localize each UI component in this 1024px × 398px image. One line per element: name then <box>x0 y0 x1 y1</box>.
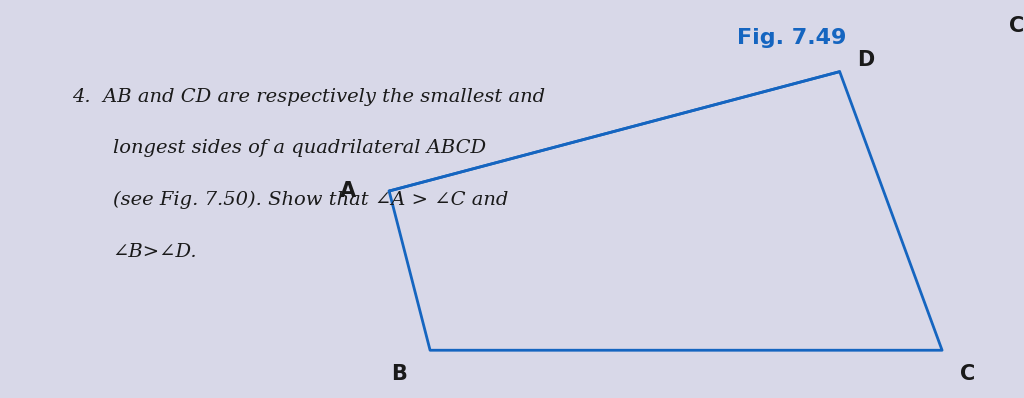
Text: (see Fig. 7.50). Show that ∠A > ∠C and: (see Fig. 7.50). Show that ∠A > ∠C and <box>113 191 508 209</box>
Text: D: D <box>857 50 873 70</box>
Text: Fig. 7.49: Fig. 7.49 <box>737 28 847 48</box>
Text: C: C <box>1009 16 1024 36</box>
Text: longest sides of a quadrilateral ABCD: longest sides of a quadrilateral ABCD <box>113 139 485 157</box>
Text: ∠B>∠D.: ∠B>∠D. <box>113 243 198 261</box>
Text: B: B <box>391 364 408 384</box>
Text: 4.  AB and CD are respectively the smallest and: 4. AB and CD are respectively the smalle… <box>72 88 545 105</box>
Text: C: C <box>961 364 975 384</box>
Text: A: A <box>340 181 356 201</box>
